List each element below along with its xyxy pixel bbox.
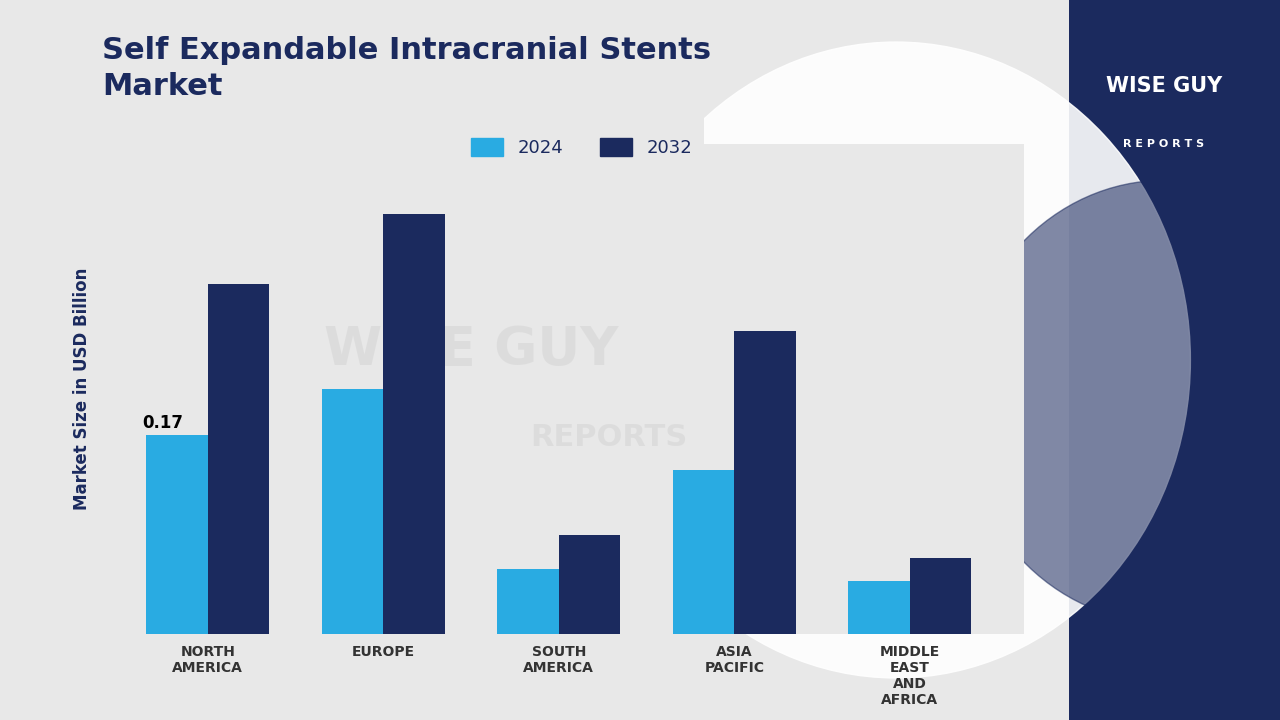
Circle shape: [602, 42, 1190, 678]
Bar: [559, 534, 621, 634]
Circle shape: [960, 180, 1280, 623]
Y-axis label: Market Size in USD Billion: Market Size in USD Billion: [73, 268, 91, 510]
Text: R E P O R T S: R E P O R T S: [1124, 139, 1204, 149]
Text: WISE GUY: WISE GUY: [1106, 76, 1222, 96]
Text: Self Expandable Intracranial Stents
Market: Self Expandable Intracranial Stents Mark…: [102, 36, 712, 101]
Text: REPORTS: REPORTS: [531, 423, 687, 452]
Bar: [673, 470, 735, 634]
Text: WISE GUY: WISE GUY: [324, 323, 618, 376]
Bar: [849, 581, 910, 634]
Bar: [910, 558, 972, 634]
Bar: [383, 214, 444, 634]
Bar: [735, 330, 796, 634]
Bar: [498, 570, 559, 634]
Text: 0.17: 0.17: [142, 415, 183, 433]
Bar: [321, 389, 383, 634]
Bar: [146, 436, 207, 634]
Legend: 2024, 2032: 2024, 2032: [462, 129, 701, 166]
Bar: [207, 284, 269, 634]
